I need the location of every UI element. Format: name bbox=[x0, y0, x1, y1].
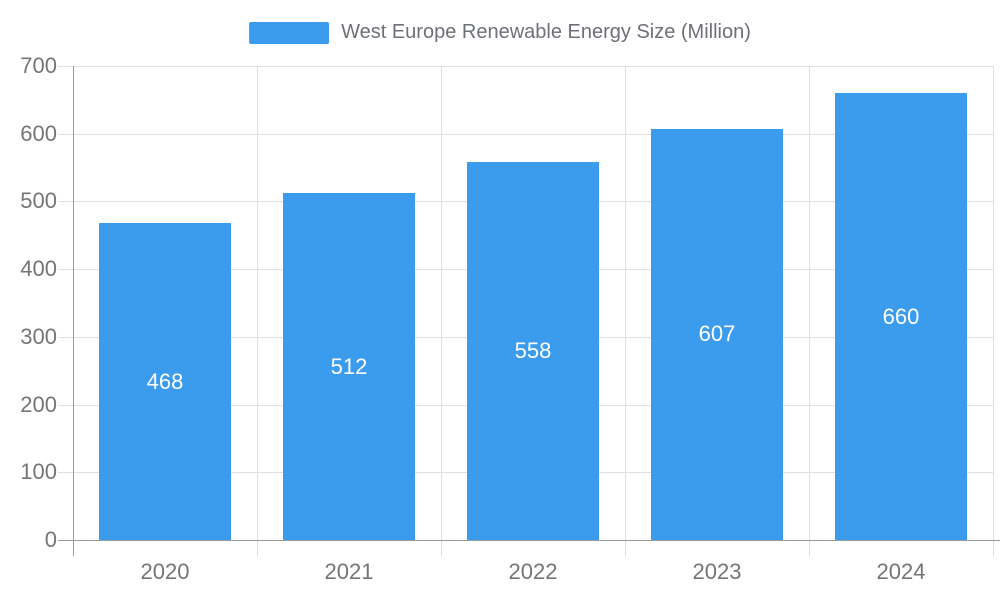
v-gridline bbox=[441, 66, 442, 556]
legend-swatch-icon bbox=[249, 21, 330, 44]
x-axis-tick-label: 2022 bbox=[508, 559, 558, 584]
bar-value-label: 512 bbox=[330, 354, 368, 379]
y-axis-tick-label: 600 bbox=[20, 121, 57, 146]
bar-2022[interactable] bbox=[467, 162, 599, 540]
y-axis-tick-label: 400 bbox=[20, 256, 57, 281]
h-gridline bbox=[58, 66, 993, 67]
y-axis-tick-label: 500 bbox=[20, 188, 57, 213]
v-gridline bbox=[993, 66, 994, 556]
y-axis-line bbox=[73, 66, 74, 556]
x-axis-tick-label: 2023 bbox=[692, 559, 742, 584]
y-axis-tick-label: 300 bbox=[20, 324, 57, 349]
y-axis-tick-label: 200 bbox=[20, 392, 57, 417]
bar-value-label: 468 bbox=[146, 369, 184, 394]
legend-label: West Europe Renewable Energy Size (Milli… bbox=[341, 21, 751, 43]
v-gridline bbox=[625, 66, 626, 556]
legend[interactable]: West Europe Renewable Energy Size (Milli… bbox=[249, 21, 751, 44]
bar-value-label: 558 bbox=[514, 338, 552, 363]
bar-2024[interactable] bbox=[835, 93, 967, 540]
y-axis-tick-label: 0 bbox=[44, 527, 57, 552]
v-gridline bbox=[257, 66, 258, 556]
v-gridline bbox=[809, 66, 810, 556]
x-axis-tick-label: 2020 bbox=[140, 559, 190, 584]
y-axis-tick-label: 100 bbox=[20, 459, 57, 484]
bar-2021[interactable] bbox=[283, 193, 415, 540]
h-gridline bbox=[58, 134, 993, 135]
x-axis-tick-label: 2024 bbox=[876, 559, 926, 584]
y-axis-tick-label: 700 bbox=[20, 53, 57, 78]
bar-2023[interactable] bbox=[651, 129, 783, 540]
x-axis-tick-label: 2021 bbox=[324, 559, 374, 584]
bar-value-label: 607 bbox=[698, 321, 736, 346]
x-axis-line bbox=[58, 540, 1000, 541]
bar-2020[interactable] bbox=[99, 223, 231, 540]
bar-value-label: 660 bbox=[882, 304, 920, 329]
